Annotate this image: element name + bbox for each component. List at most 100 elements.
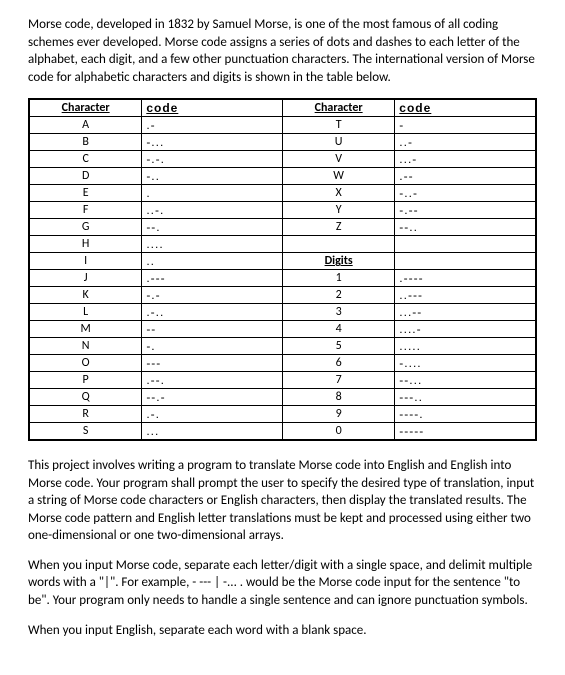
right-code: -..- [395,185,536,202]
header-code-left: code [142,100,283,117]
left-char: F [30,202,142,219]
left-char: H [30,236,142,253]
left-code: .--. [142,372,283,389]
digits-header: Digits [282,253,394,270]
right-code: --.. [395,219,536,236]
morse-table: Character code Character code A.-T-B-...… [29,99,536,440]
table-row: E.X-..- [30,185,536,202]
right-digit: 2 [282,287,394,304]
table-row: J.---1.---- [30,270,536,287]
right-code: - [395,117,536,134]
table-row: P.--.7--... [30,372,536,389]
left-code: -.-. [142,151,283,168]
right-char: T [282,117,394,134]
right-digit-code: ---.. [395,389,536,406]
left-code: .-.. [142,304,283,321]
intro-paragraph: Morse code, developed in 1832 by Samuel … [28,16,537,86]
right-digit: 4 [282,321,394,338]
left-char: I [30,253,142,270]
right-code: ..- [395,134,536,151]
right-digit-code: ..--- [395,287,536,304]
right-code: .-- [395,168,536,185]
right-char: Z [282,219,394,236]
right-digit-code: ..... [395,338,536,355]
left-code: ... [142,423,283,440]
morse-table-container: Character code Character code A.-T-B-...… [28,98,537,441]
right-empty [395,253,536,270]
left-char: L [30,304,142,321]
right-digit-code: ----- [395,423,536,440]
left-char: P [30,372,142,389]
left-char: D [30,168,142,185]
table-row: M--4....- [30,321,536,338]
left-char: G [30,219,142,236]
left-char: B [30,134,142,151]
right-code: ...- [395,151,536,168]
right-digit: 0 [282,423,394,440]
table-row: Q--.-8---.. [30,389,536,406]
project-paragraph-2: When you input Morse code, separate each… [28,557,537,610]
right-empty [282,236,394,253]
left-char: R [30,406,142,423]
right-digit-code: .---- [395,270,536,287]
left-code: --. [142,219,283,236]
right-char: U [282,134,394,151]
table-row: D-..W.-- [30,168,536,185]
project-paragraph-1: This project involves writing a program … [28,457,537,545]
right-empty [395,236,536,253]
table-row: I..Digits [30,253,536,270]
left-char: C [30,151,142,168]
table-row: N-.5..... [30,338,536,355]
left-char: N [30,338,142,355]
table-row: G--.Z--.. [30,219,536,236]
right-digit-code: ----. [395,406,536,423]
right-digit: 9 [282,406,394,423]
right-char: W [282,168,394,185]
header-code-right: code [395,100,536,117]
left-code: ..-. [142,202,283,219]
left-code: . [142,185,283,202]
right-digit-code: ...-- [395,304,536,321]
left-code: .--- [142,270,283,287]
left-code: .- [142,117,283,134]
table-row: C-.-.V...- [30,151,536,168]
table-row: R.-.9----. [30,406,536,423]
left-code: --.- [142,389,283,406]
left-char: O [30,355,142,372]
table-row: F..-.Y-.-- [30,202,536,219]
left-code: -. [142,338,283,355]
left-code: --- [142,355,283,372]
left-char: Q [30,389,142,406]
table-row: H.... [30,236,536,253]
right-digit: 7 [282,372,394,389]
table-row: S...0----- [30,423,536,440]
left-code: .... [142,236,283,253]
right-digit: 3 [282,304,394,321]
left-code: -.- [142,287,283,304]
right-char: Y [282,202,394,219]
right-digit-code: -.... [395,355,536,372]
left-char: M [30,321,142,338]
right-digit: 6 [282,355,394,372]
table-row: B-...U..- [30,134,536,151]
left-char: J [30,270,142,287]
table-row: L.-..3...-- [30,304,536,321]
table-row: K-.-2..--- [30,287,536,304]
right-char: X [282,185,394,202]
left-char: S [30,423,142,440]
right-code: -.-- [395,202,536,219]
left-code: -... [142,134,283,151]
left-code: .-. [142,406,283,423]
left-code: -.. [142,168,283,185]
header-character-left: Character [30,100,142,117]
left-char: E [30,185,142,202]
right-digit-code: ....- [395,321,536,338]
table-row: O---6-.... [30,355,536,372]
left-char: K [30,287,142,304]
left-code: -- [142,321,283,338]
left-code: .. [142,253,283,270]
table-row: A.-T- [30,117,536,134]
left-char: A [30,117,142,134]
right-digit-code: --... [395,372,536,389]
header-character-right: Character [282,100,394,117]
